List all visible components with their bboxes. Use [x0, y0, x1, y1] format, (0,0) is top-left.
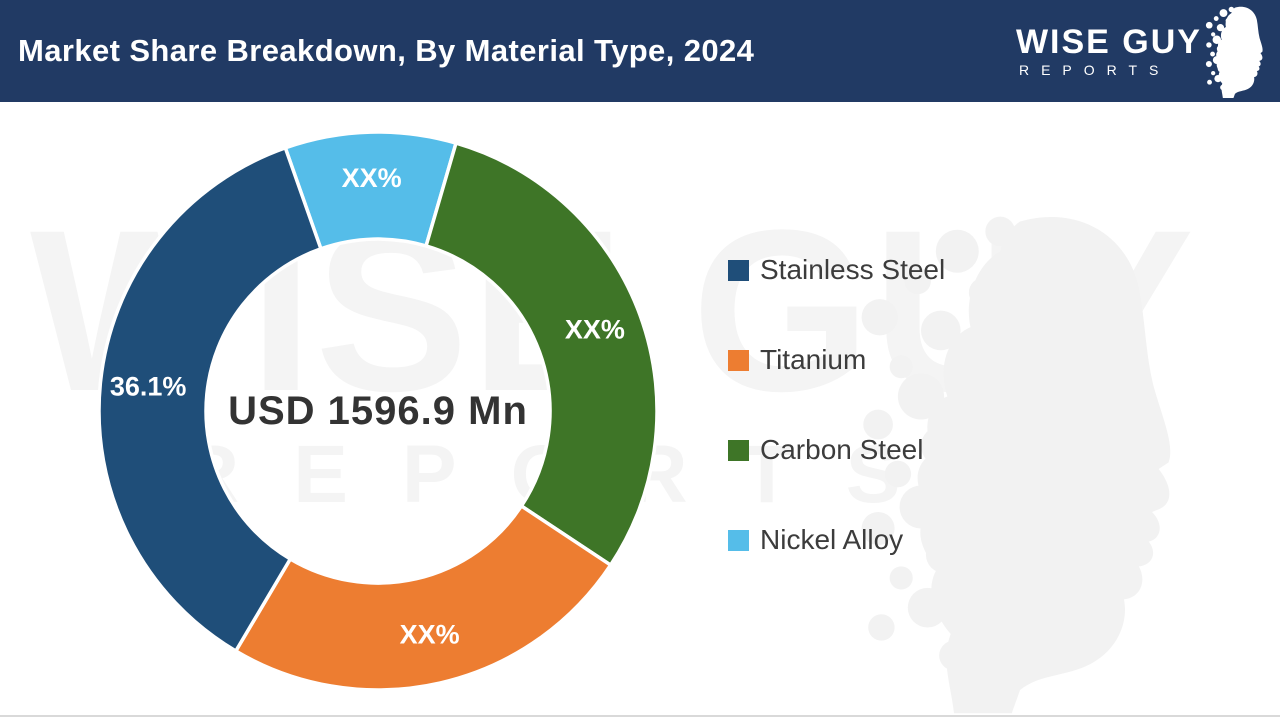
legend-label: Stainless Steel: [760, 254, 946, 285]
legend-label: Titanium: [760, 344, 867, 375]
slice-value-label: XX%: [400, 619, 460, 649]
page-title: Market Share Breakdown, By Material Type…: [18, 33, 755, 68]
legend-item-titanium: Titanium: [728, 337, 945, 383]
slice-value-label: XX%: [565, 315, 625, 345]
donut-chart-svg: XX% XX% XX% 36.1%: [97, 130, 659, 692]
logo-sub-text: REPORTS: [1018, 61, 1171, 78]
legend-label: Carbon Steel: [760, 434, 924, 465]
legend-item-stainless-steel: Stainless Steel: [728, 247, 945, 293]
legend-swatch-nickel-alloy: [728, 529, 749, 551]
wise-guy-logo: WISE GUY REPORTS: [1016, 4, 1266, 98]
header-bar: Market Share Breakdown, By Material Type…: [0, 0, 1280, 102]
logo-name-text: WISE GUY: [1015, 22, 1202, 61]
slice-value-label: 36.1%: [110, 372, 187, 402]
slice-value-label: XX%: [342, 163, 402, 193]
legend-label: Nickel Alloy: [760, 524, 904, 555]
logo-text: WISE GUY REPORTS: [1016, 25, 1202, 78]
legend-swatch-carbon-steel: [728, 439, 749, 461]
legend-item-carbon-steel: Carbon Steel: [728, 427, 945, 473]
legend-swatch-titanium: [728, 349, 749, 371]
legend-swatch-stainless-steel: [728, 259, 749, 281]
donut-slice-carbon-steel: [424, 141, 659, 567]
logo-face-icon: [1205, 6, 1263, 98]
donut-chart: XX% XX% XX% 36.1% USD 1596.9 Mn: [78, 111, 678, 711]
bottom-divider: [0, 715, 1280, 717]
donut-slice-stainless-steel: [97, 146, 323, 653]
donut-slice-titanium: [234, 504, 613, 692]
chart-legend: Stainless Steel Titanium Carbon Steel Ni…: [728, 247, 945, 563]
legend-item-nickel-alloy: Nickel Alloy: [728, 517, 945, 563]
